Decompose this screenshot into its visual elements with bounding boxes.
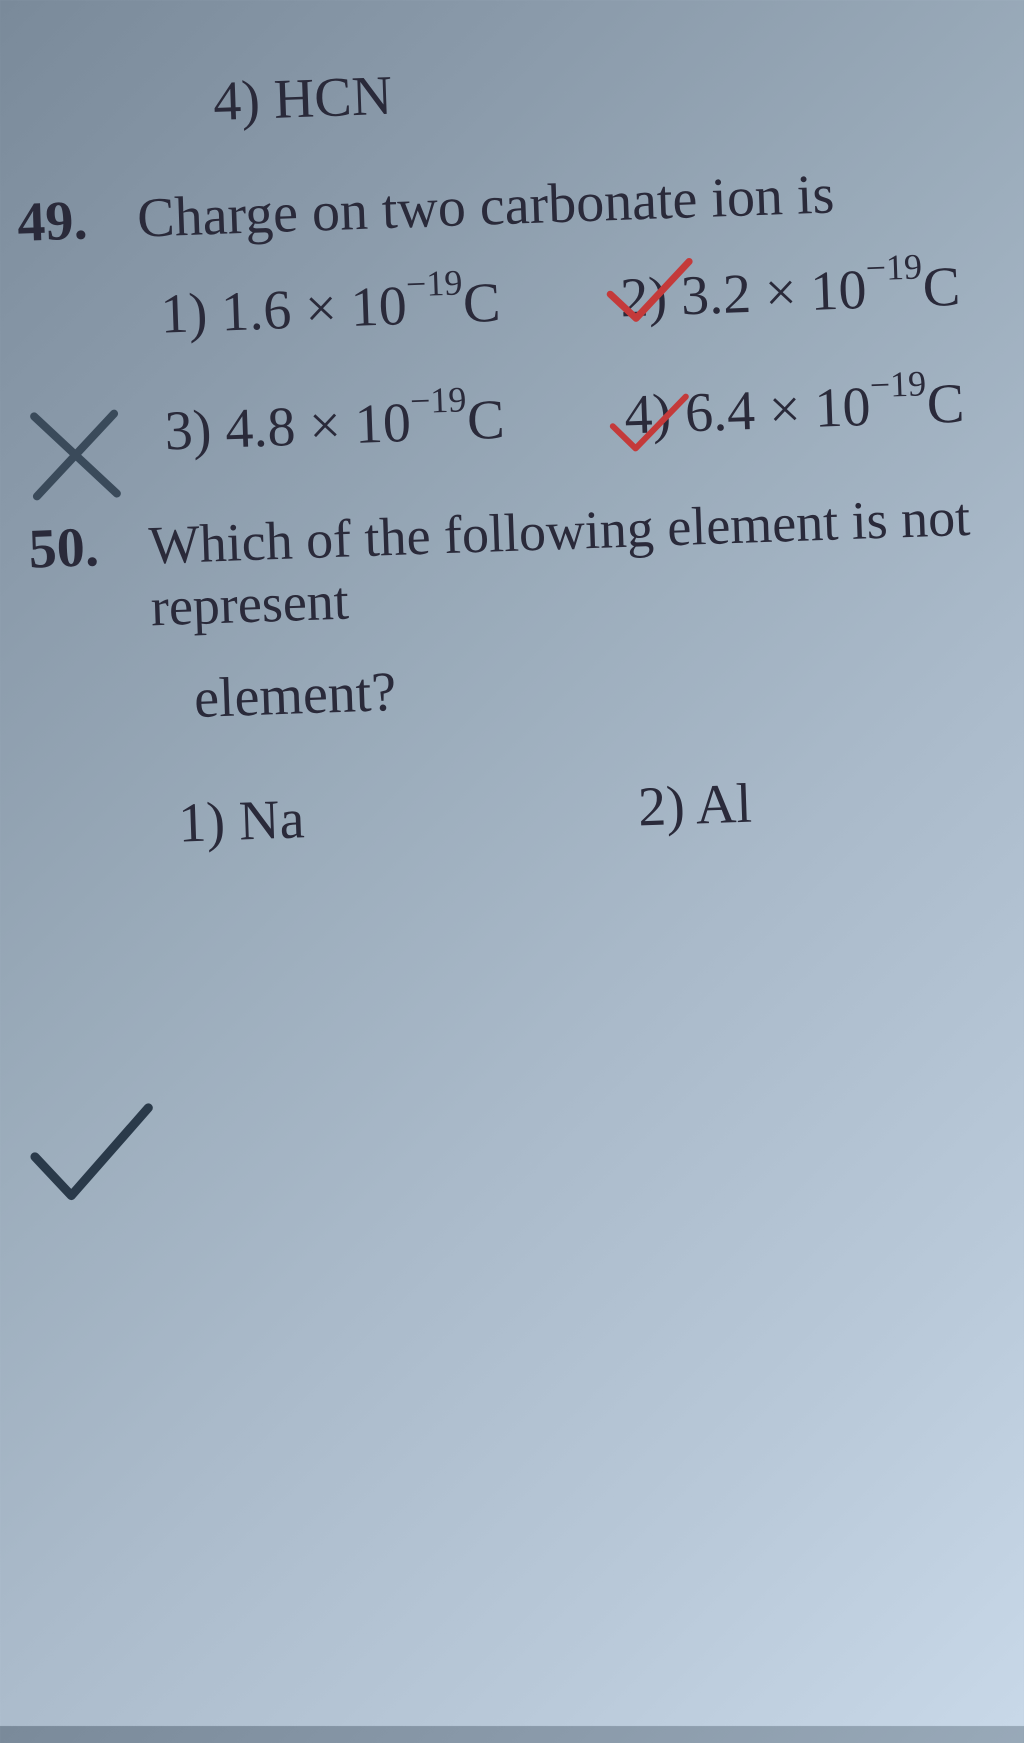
option-1: 1) Na [177, 776, 639, 856]
exam-page: 4) HCN 49. Charge on two carbonate ion i… [0, 0, 1024, 972]
option-value: 6.4 × 10 [684, 376, 872, 444]
option-value: Na [238, 789, 305, 853]
option-value: 1.6 × 10 [220, 275, 408, 343]
options-row-3: 1) Na 2) Al [177, 764, 983, 856]
option-value: 3.2 × 10 [680, 259, 868, 327]
option-3: 3) 4.8 × 10−19C [164, 380, 626, 463]
option-number: 2) [637, 775, 686, 839]
question-number: 49. [16, 187, 138, 255]
option-unit: C [926, 372, 966, 435]
question-49-header: 49. Charge on two carbonate ion is [16, 158, 962, 255]
option-number: 3) [164, 399, 213, 463]
option-1: 1) 1.6 × 10−19C [159, 264, 621, 347]
option-2: 2) 3.2 × 10−19C [619, 252, 961, 330]
option-value: Al [695, 773, 753, 837]
question-number: 50. [28, 514, 150, 582]
option-2: 2) Al [637, 772, 753, 840]
options-row-2: 3) 4.8 × 10−19C 4) 6.4 × 10−19C [164, 368, 970, 463]
check-annotation-icon [599, 251, 702, 348]
option-exponent: −19 [865, 246, 923, 288]
option-number: 1) [160, 282, 209, 346]
question-text: Charge on two carbonate ion is [136, 162, 835, 250]
question-text: Which of the following element is not re… [148, 486, 976, 639]
option-number: 1) [177, 791, 226, 855]
option-unit: C [466, 388, 506, 451]
options-row-1: 1) 1.6 × 10−19C 2) 3.2 × 10−19C [159, 252, 965, 347]
option-exponent: −19 [869, 363, 927, 405]
option-unit: C [462, 272, 502, 335]
option-number: 4) [212, 69, 261, 133]
option-exponent: −19 [405, 262, 463, 304]
cross-annotation-icon [13, 393, 137, 522]
check-annotation-icon [604, 388, 697, 475]
option-value: 4.8 × 10 [224, 392, 412, 460]
prev-question-option-4: 4) HCN [212, 44, 958, 134]
option-4: 4) 6.4 × 10−19C [623, 369, 965, 447]
option-exponent: −19 [409, 379, 467, 421]
question-49: 49. Charge on two carbonate ion is 1) 1.… [16, 158, 969, 468]
check-annotation-50-icon [18, 1093, 162, 1223]
question-50-header: 50. Which of the following element is no… [28, 485, 976, 643]
option-unit: C [922, 256, 962, 319]
question-50: 50. Which of the following element is no… [28, 485, 983, 861]
question-50-line2: element? [193, 640, 979, 731]
option-text: HCN [273, 65, 393, 131]
